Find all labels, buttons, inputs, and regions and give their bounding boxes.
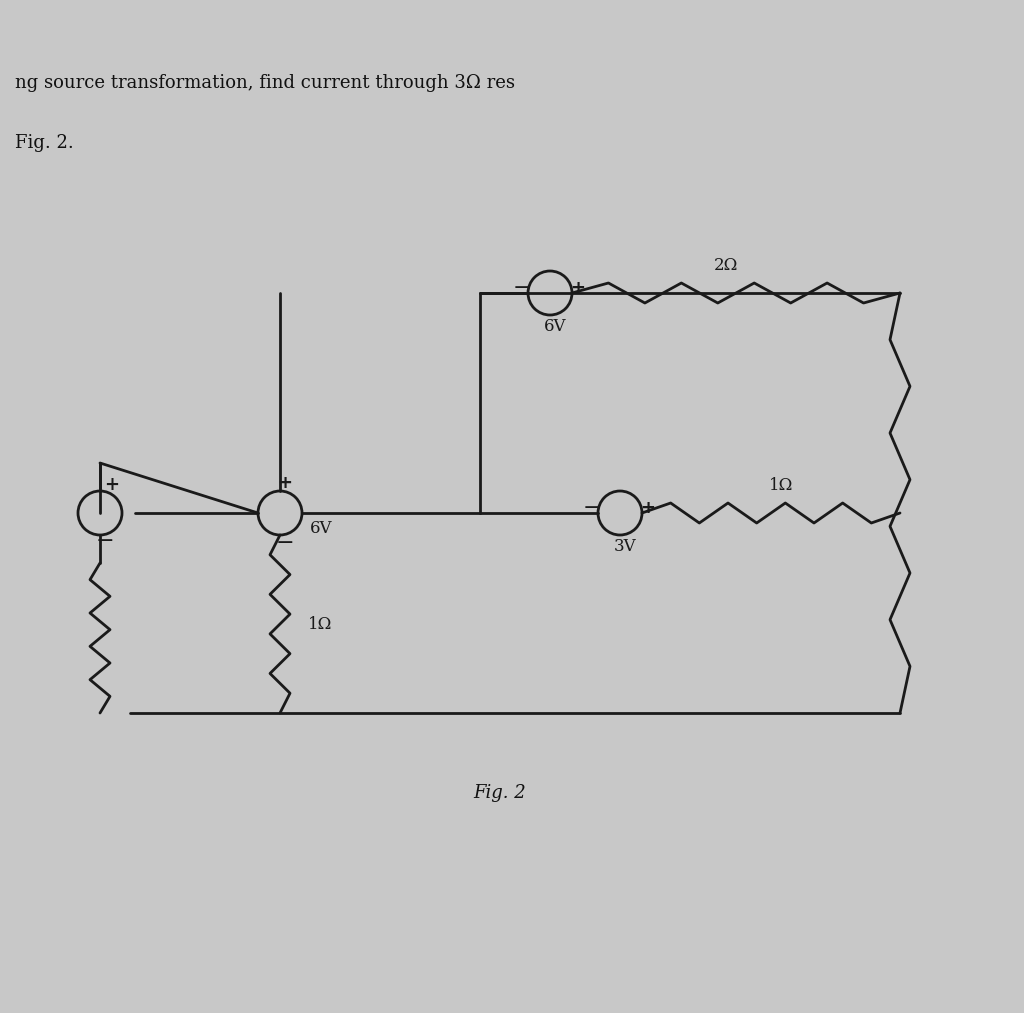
Text: +: + [570,279,586,297]
Text: 6V: 6V [310,520,333,537]
Text: 3V: 3V [613,538,636,554]
Text: 2Ω: 2Ω [714,256,738,274]
Text: −: − [583,498,601,518]
Text: +: + [104,476,120,494]
Text: −: − [95,531,115,551]
Text: 1Ω: 1Ω [308,616,333,632]
Text: ng source transformation, find current through 3Ω res: ng source transformation, find current t… [15,74,515,92]
Text: 1Ω: 1Ω [769,476,794,493]
Text: +: + [640,499,655,517]
Text: Fig. 2.: Fig. 2. [15,134,74,152]
Text: −: − [513,278,531,298]
Text: +: + [278,474,293,492]
Text: 6V: 6V [544,317,566,334]
Text: Fig. 2: Fig. 2 [474,784,526,802]
Text: −: − [275,533,294,553]
